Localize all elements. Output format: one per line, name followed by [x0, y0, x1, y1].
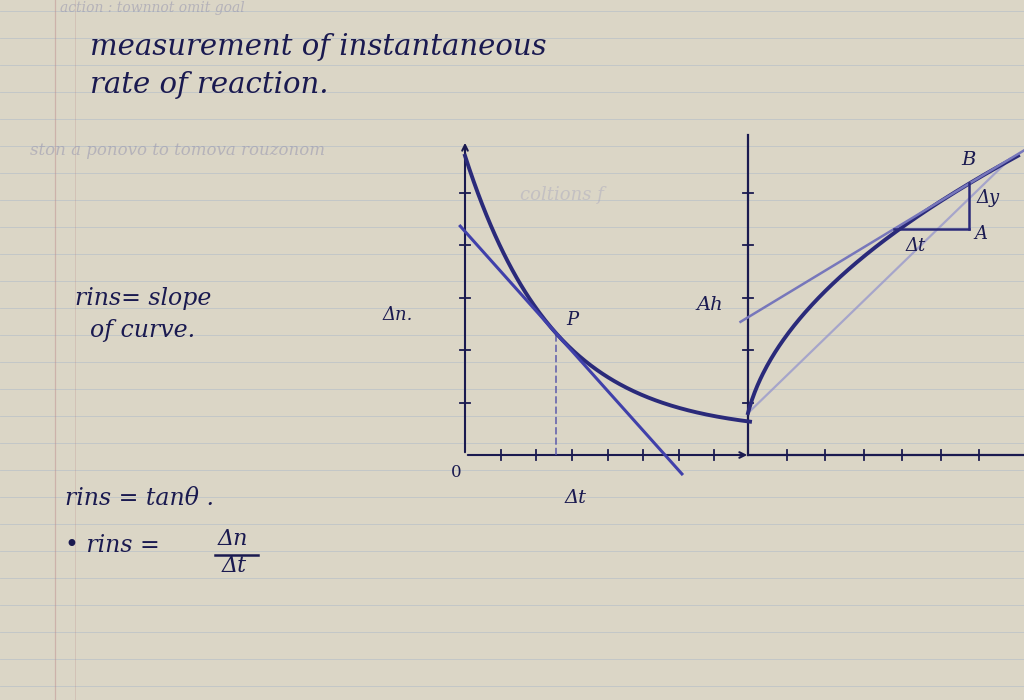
- Text: action : townnot omit goal: action : townnot omit goal: [60, 1, 245, 15]
- Text: Δt: Δt: [905, 237, 926, 255]
- Text: Ah: Ah: [696, 296, 723, 314]
- Text: coltions f: coltions f: [520, 186, 604, 204]
- Text: rate of reaction.: rate of reaction.: [90, 71, 329, 99]
- Text: 0: 0: [451, 464, 462, 481]
- Text: of curve.: of curve.: [75, 319, 196, 342]
- Text: Δt: Δt: [222, 555, 247, 577]
- Text: rins= slope: rins= slope: [75, 287, 211, 310]
- Text: Δy: Δy: [977, 189, 999, 207]
- Text: A: A: [975, 225, 987, 243]
- Text: • rins =: • rins =: [65, 534, 160, 557]
- Text: B: B: [962, 151, 976, 169]
- Text: Δt: Δt: [565, 489, 587, 507]
- Text: Δn: Δn: [218, 528, 249, 550]
- Text: P: P: [566, 312, 579, 330]
- Text: measurement of instantaneous: measurement of instantaneous: [90, 33, 547, 61]
- Text: Δn.: Δn.: [383, 305, 414, 323]
- Text: ston a ponovo to tomova rouzonom: ston a ponovo to tomova rouzonom: [30, 142, 325, 159]
- Text: rins = tanθ .: rins = tanθ .: [65, 487, 214, 510]
